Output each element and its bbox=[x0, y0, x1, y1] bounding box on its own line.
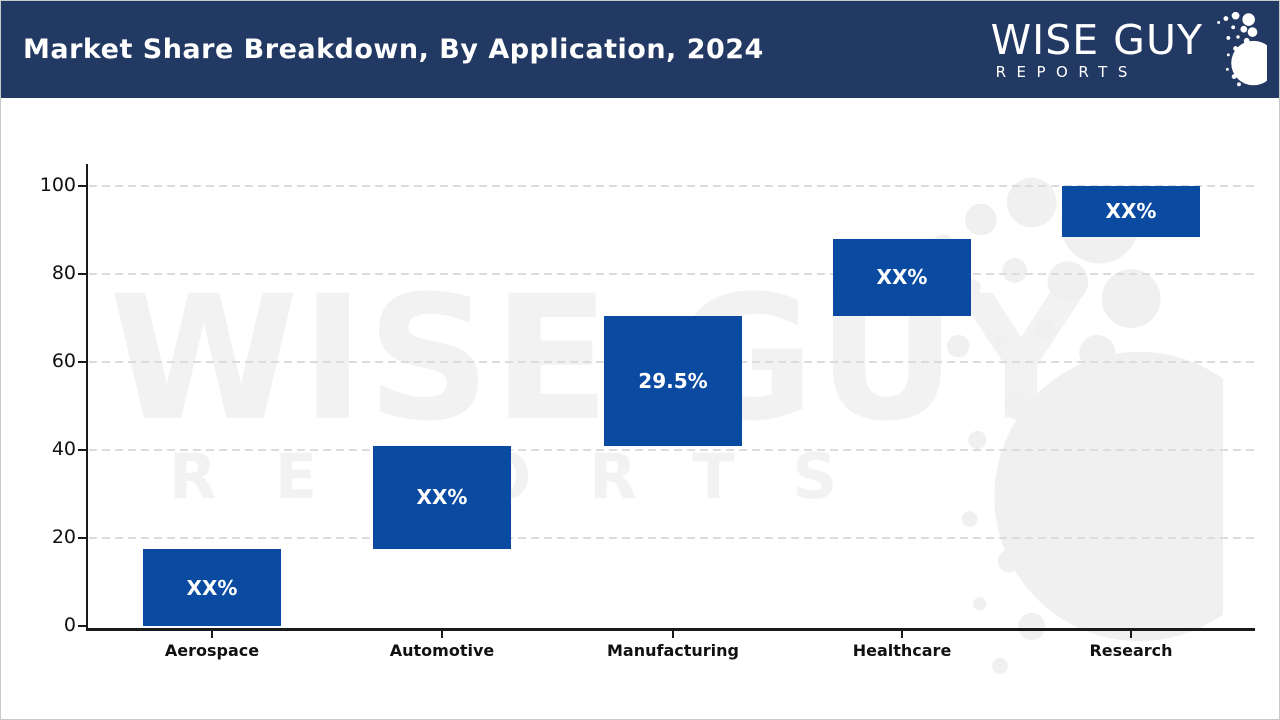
y-tick-label: 20 bbox=[51, 526, 76, 548]
y-axis-tick bbox=[78, 537, 86, 539]
y-axis-tick bbox=[78, 625, 86, 627]
logo-text: WISE GUY REPORTS bbox=[990, 15, 1203, 82]
bar-value-label: XX% bbox=[1105, 199, 1157, 224]
grid-line bbox=[89, 273, 1255, 275]
bar-manufacturing: 29.5% bbox=[604, 315, 742, 446]
bar-research: XX% bbox=[1062, 186, 1200, 237]
x-axis-tick bbox=[211, 631, 213, 638]
page-title: Market Share Breakdown, By Application, … bbox=[23, 34, 764, 65]
bar-automotive: XX% bbox=[373, 445, 511, 549]
grid-line bbox=[89, 449, 1255, 451]
x-axis-tick bbox=[1130, 631, 1132, 638]
bar-healthcare: XX% bbox=[833, 238, 971, 316]
wise-guy-reports-logo: WISE GUY REPORTS bbox=[991, 5, 1267, 95]
x-category-label: Aerospace bbox=[164, 641, 260, 660]
x-category-label: Automotive bbox=[389, 641, 495, 660]
y-axis-tick bbox=[78, 185, 86, 187]
y-tick-label: 100 bbox=[39, 174, 76, 196]
x-axis-tick bbox=[672, 631, 674, 638]
logo-wordmark: WISE GUY bbox=[990, 15, 1203, 64]
y-axis-tick bbox=[78, 449, 86, 451]
bar-value-label: XX% bbox=[186, 575, 238, 600]
chart-plot-area: WISE GUY REPORTS 0 20 40 60 80 100 XX% Aerospac… bbox=[1, 98, 1279, 719]
x-axis-tick bbox=[901, 631, 903, 638]
y-tick-label: 80 bbox=[51, 262, 76, 284]
grid-line bbox=[89, 185, 1255, 187]
x-category-label: Healthcare bbox=[852, 641, 952, 660]
y-tick-label: 40 bbox=[51, 438, 76, 460]
y-axis-line bbox=[86, 164, 88, 631]
bar-value-label: XX% bbox=[416, 485, 468, 510]
grid-line bbox=[89, 537, 1255, 539]
bar-aerospace: XX% bbox=[143, 549, 281, 626]
y-axis-tick bbox=[78, 361, 86, 363]
bar-value-label: XX% bbox=[876, 265, 928, 290]
dotted-head-profile-icon bbox=[1217, 11, 1267, 87]
logo-subtitle: REPORTS bbox=[995, 63, 1138, 82]
y-tick-label: 0 bbox=[63, 614, 76, 636]
header-bar: Market Share Breakdown, By Application, … bbox=[1, 1, 1279, 98]
y-axis-tick bbox=[78, 273, 86, 275]
bar-value-label: 29.5% bbox=[638, 368, 708, 393]
x-axis-tick bbox=[441, 631, 443, 638]
x-axis-line bbox=[86, 628, 1255, 631]
x-category-label: Research bbox=[1089, 641, 1173, 660]
y-tick-label: 60 bbox=[51, 350, 76, 372]
x-category-label: Manufacturing bbox=[607, 641, 739, 660]
